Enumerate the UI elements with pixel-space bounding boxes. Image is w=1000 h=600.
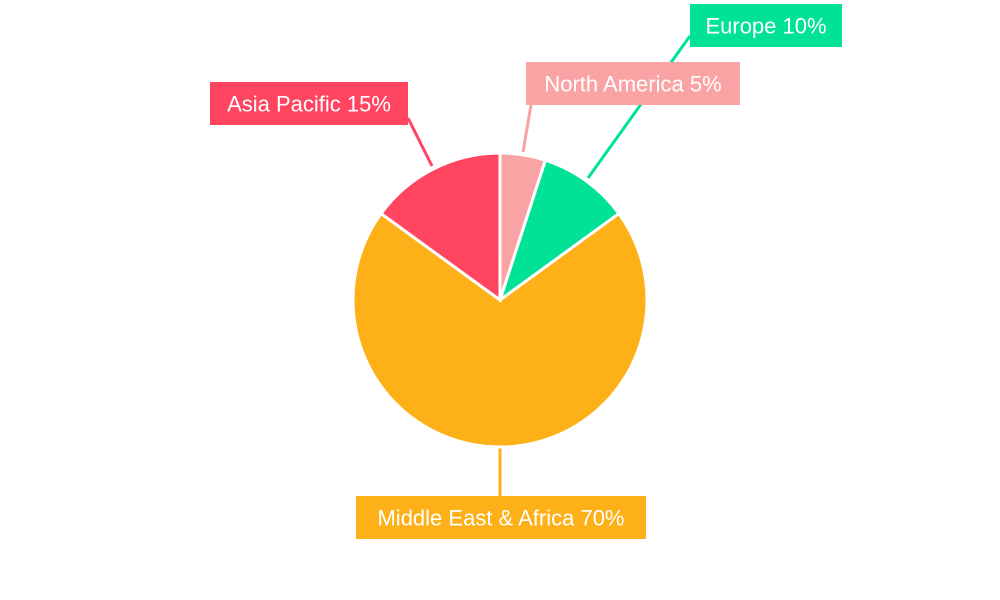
data-label-box-asia-pacific (210, 82, 408, 125)
connector-north-america (521, 104, 533, 153)
data-label-asia-pacific: Asia Pacific 15% (227, 92, 391, 117)
data-label-box-europe (690, 4, 842, 47)
data-label-box-middle-east-africa (356, 496, 646, 539)
slice-middle-east-africa[interactable] (351, 211, 649, 449)
slice-asia-pacific[interactable] (378, 151, 502, 303)
connector-europe (586, 35, 692, 179)
data-label-north-america: North America 5% (544, 72, 721, 97)
connector-asia-pacific (406, 117, 434, 167)
data-label-box-north-america (526, 62, 740, 105)
slice-europe[interactable] (497, 158, 622, 304)
data-label-middle-east-africa: Middle East & Africa 70% (377, 506, 624, 531)
data-label-europe: Europe 10% (705, 14, 826, 39)
